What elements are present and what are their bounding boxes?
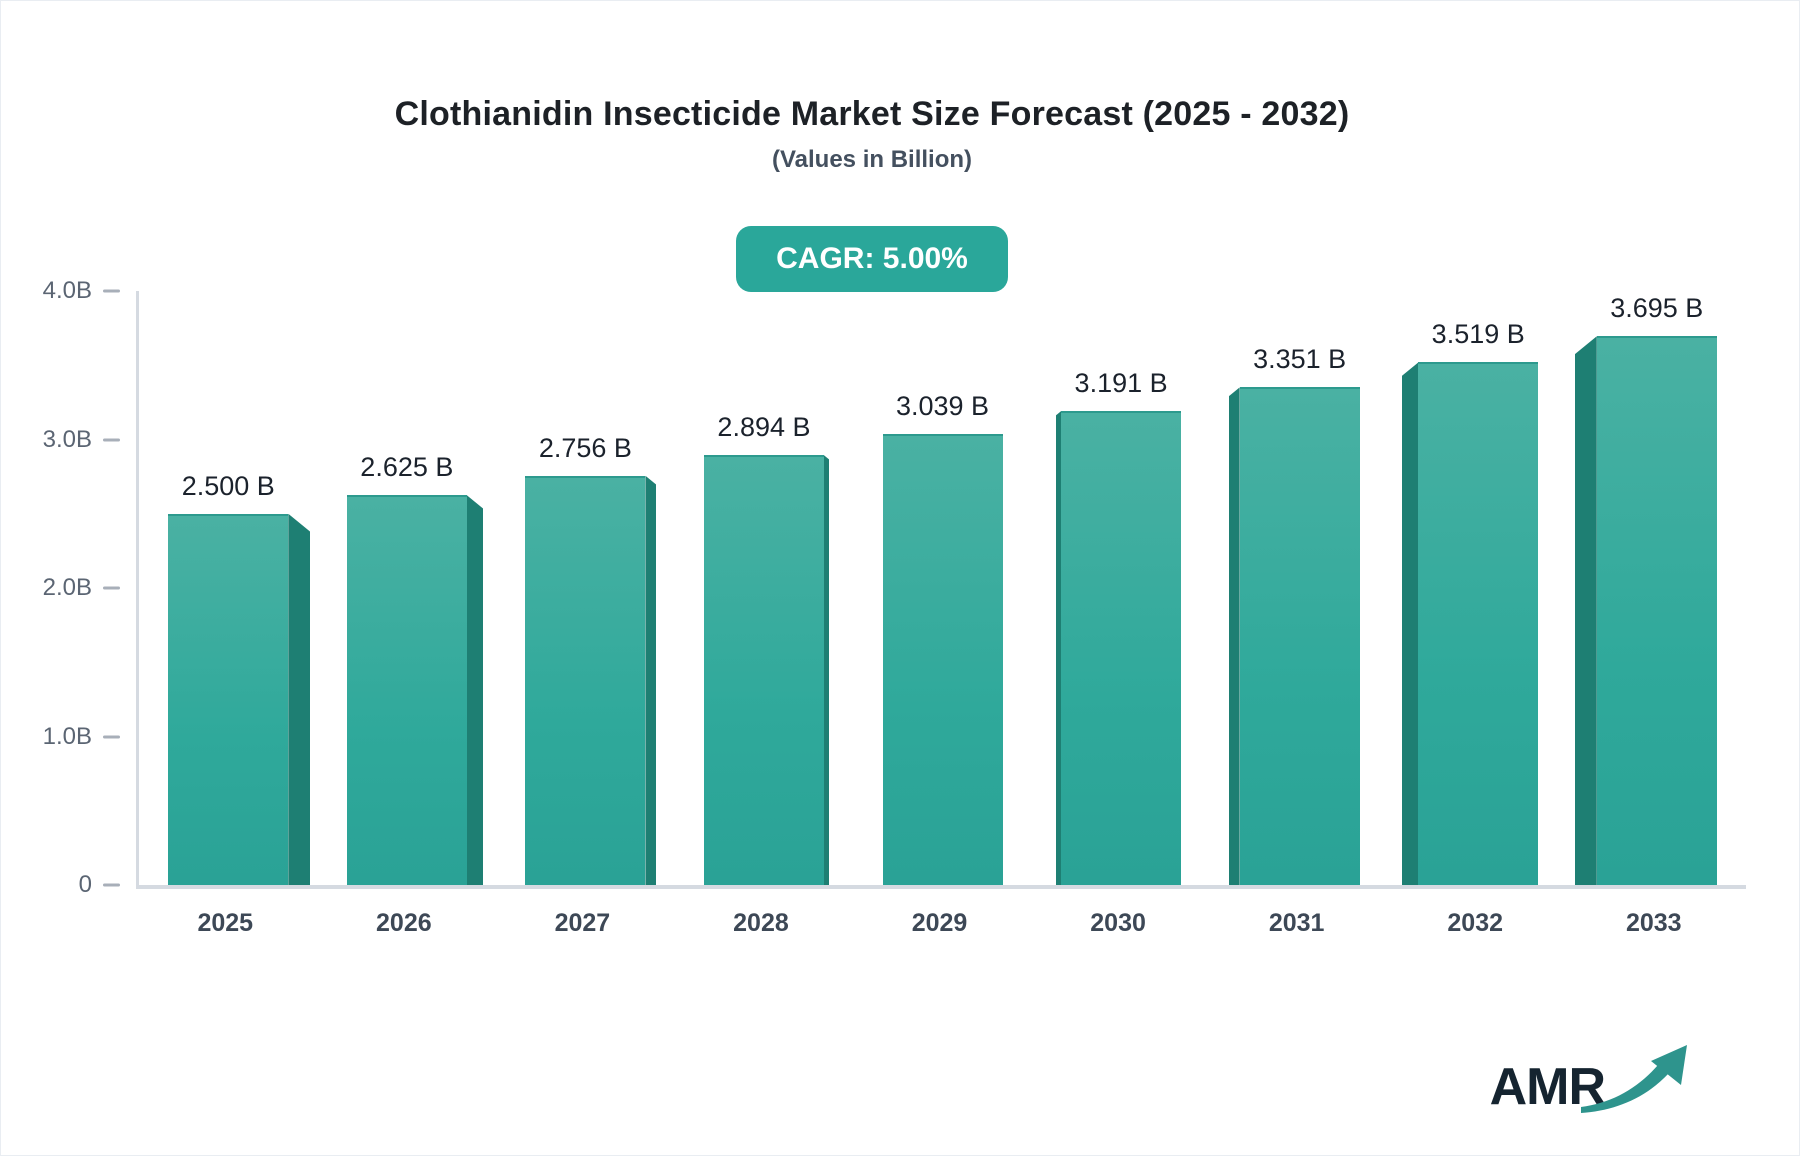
bar-2029 xyxy=(882,433,1003,885)
y-tick-label: 0 xyxy=(78,871,92,898)
bar-side-2025 xyxy=(288,513,311,885)
bar-side-2028 xyxy=(823,455,830,885)
bar-column-2026: 2.625 B xyxy=(318,291,497,885)
bar-side-2031 xyxy=(1228,387,1240,885)
bar-column-2030: 3.191 B xyxy=(1032,291,1211,885)
bar-column-2029: 3.039 B xyxy=(853,291,1032,885)
x-label-2025: 2025 xyxy=(197,909,254,937)
bar-value-2026: 2.625 B xyxy=(360,452,454,483)
chart-header: Clothianidin Insecticide Market Size For… xyxy=(1,1,1743,292)
bar-column-2027: 2.756 B xyxy=(496,291,675,885)
bars-row: 2.500 B 2.625 B 2.756 B 2.894 B 3.039 B 3.191… xyxy=(139,291,1746,885)
bar-column-2025: 2.500 B xyxy=(139,291,318,885)
bar-value-2025: 2.500 B xyxy=(181,470,275,501)
bar-side-2032 xyxy=(1401,362,1419,885)
bar-value-2030: 3.191 B xyxy=(1074,368,1168,399)
bar-value-2031: 3.351 B xyxy=(1253,344,1347,375)
bar-side-2030 xyxy=(1055,411,1062,885)
y-tick-label: 2.0B xyxy=(42,574,92,601)
bar-2026 xyxy=(346,495,467,885)
bar-value-2028: 2.894 B xyxy=(717,412,811,443)
bar-side-2027 xyxy=(645,475,657,885)
bar-2033 xyxy=(1596,336,1717,885)
y-tick-label: 3.0B xyxy=(42,425,92,453)
bar-column-2031: 3.351 B xyxy=(1210,291,1389,885)
bar-column-2032: 3.519 B xyxy=(1389,291,1568,885)
y-tick-dash xyxy=(103,438,120,441)
y-tick-dash xyxy=(103,735,120,738)
bar-2025 xyxy=(168,513,289,885)
x-label-2026: 2026 xyxy=(376,909,432,937)
amr-logo-text: AMR xyxy=(1489,1058,1606,1116)
x-label-2030: 2030 xyxy=(1090,909,1146,937)
bar-column-2028: 2.894 B xyxy=(675,291,854,885)
bar-value-2027: 2.756 B xyxy=(538,432,632,463)
x-axis-labels: 2025 2026 2027 2028 2029 2030 2031 2032 2033 xyxy=(136,909,1743,938)
chart-subtitle: (Values in Billion) xyxy=(771,146,973,173)
y-tick-label: 1.0B xyxy=(42,722,92,750)
x-label-2031: 2031 xyxy=(1268,909,1325,937)
bar-value-2032: 3.519 B xyxy=(1431,319,1525,350)
x-label-2027: 2027 xyxy=(554,909,611,937)
bar-value-2029: 3.039 B xyxy=(895,390,990,421)
growth-arrow-head xyxy=(1651,1045,1687,1085)
bar-2027 xyxy=(525,475,646,885)
bar-2028 xyxy=(703,455,824,885)
y-axis: 4.0B 3.0B 2.0B 1.0B 0 xyxy=(1,277,136,898)
bar-2032 xyxy=(1418,362,1539,885)
y-tick-dash xyxy=(103,289,120,293)
bar-value-2033: 3.695 B xyxy=(1610,293,1704,324)
bar-2031 xyxy=(1239,387,1360,885)
growth-arrow-icon xyxy=(1581,1045,1687,1113)
x-label-2033: 2033 xyxy=(1625,909,1682,937)
x-label-2028: 2028 xyxy=(733,909,789,937)
bar-2030 xyxy=(1061,411,1182,885)
chart-title: Clothianidin Insecticide Market Size For… xyxy=(394,95,1350,133)
x-label-2029: 2029 xyxy=(911,909,968,937)
bar-column-2033: 3.695 B xyxy=(1568,291,1747,885)
amr-logo: AMR xyxy=(1490,1041,1699,1113)
bar-side-2033 xyxy=(1574,336,1597,885)
y-tick-dash xyxy=(103,586,120,590)
growth-arrow-swoosh xyxy=(1581,1065,1669,1113)
cagr-badge: CAGR: 5.00% xyxy=(736,226,1008,292)
y-tick-dash xyxy=(103,883,120,887)
bar-side-2026 xyxy=(466,495,484,885)
plot-area: 2.500 B 2.625 B 2.756 B 2.894 B 3.039 B 3.191… xyxy=(136,291,1746,889)
x-label-2032: 2032 xyxy=(1447,909,1504,937)
y-tick-label: 4.0B xyxy=(42,277,92,304)
